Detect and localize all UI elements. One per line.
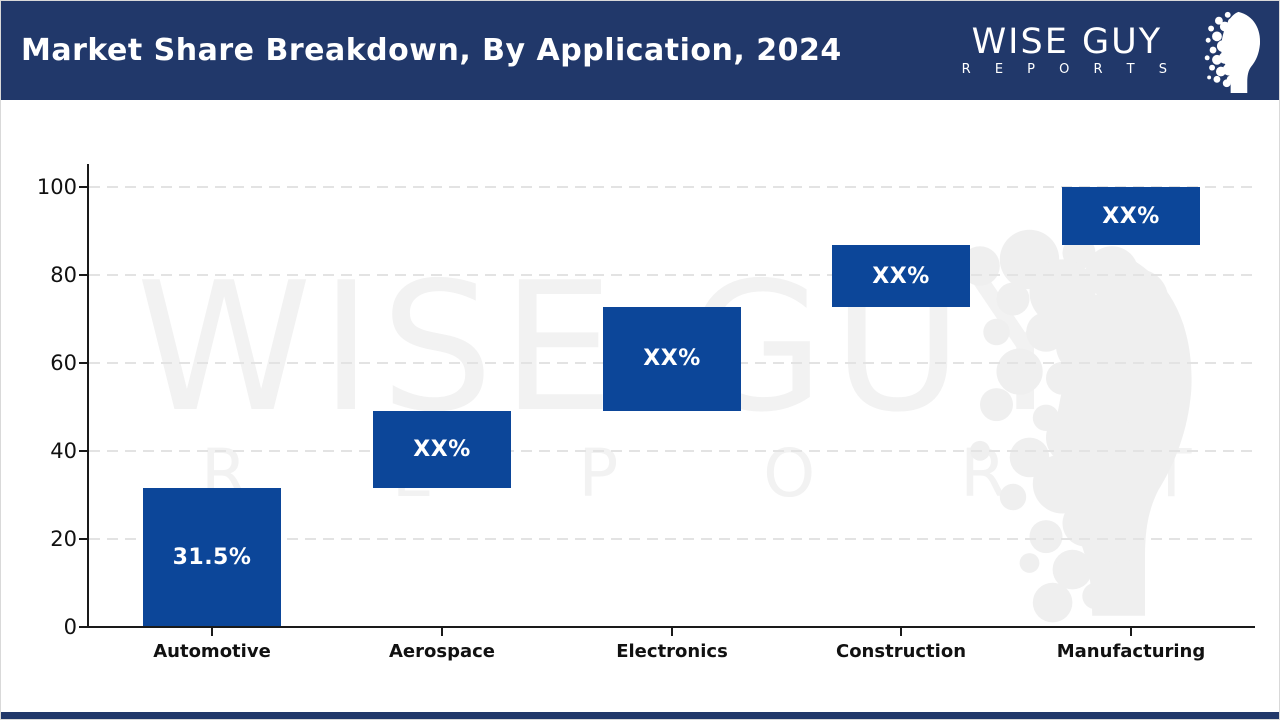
y-axis-line xyxy=(87,164,89,628)
x-tick-mark-automotive xyxy=(211,628,213,636)
footer-bar xyxy=(1,712,1279,719)
gridline-100 xyxy=(89,186,1255,188)
bar-value-label: XX% xyxy=(872,263,930,289)
y-tick-label-20: 20 xyxy=(50,527,77,551)
y-tick-mark-60 xyxy=(79,362,87,364)
wiseguy-face-icon xyxy=(1204,11,1261,93)
x-category-label-automotive: Automotive xyxy=(153,641,271,662)
y-tick-mark-40 xyxy=(79,450,87,452)
y-tick-mark-20 xyxy=(79,538,87,540)
y-tick-mark-0 xyxy=(79,626,87,628)
waterfall-chart: 0 20 40 60 80 100 31.5% XX% XX% XX% XX% Automotive A… xyxy=(1,100,1279,714)
y-tick-mark-80 xyxy=(79,274,87,276)
bar-value-label: XX% xyxy=(1102,203,1160,229)
x-category-label-construction: Construction xyxy=(835,641,967,662)
gridline-20 xyxy=(89,538,1255,540)
x-tick-mark-aerospace xyxy=(441,628,443,636)
bar-value-label: XX% xyxy=(643,346,701,372)
y-tick-label-100: 100 xyxy=(36,175,77,199)
x-tick-mark-manufacturing xyxy=(1130,628,1132,636)
gridline-80 xyxy=(89,274,1255,276)
gridline-40 xyxy=(89,450,1255,452)
bar-electronics: XX% xyxy=(603,307,741,411)
page-title: Market Share Breakdown, By Application, … xyxy=(21,33,842,68)
bar-value-label: XX% xyxy=(413,436,471,462)
bar-manufacturing: XX% xyxy=(1062,187,1200,246)
logo-wordmark: WISE GUY xyxy=(971,22,1163,62)
x-category-label-manufacturing: Manufacturing xyxy=(1056,641,1206,662)
wiseguy-logo: WISE GUY R E P O R T S xyxy=(957,7,1267,95)
header: Market Share Breakdown, By Application, … xyxy=(1,1,1279,100)
x-axis-line xyxy=(87,626,1255,628)
y-tick-label-60: 60 xyxy=(50,351,77,375)
x-category-label-aerospace: Aerospace xyxy=(388,641,495,662)
y-tick-label-40: 40 xyxy=(50,439,77,463)
x-tick-mark-construction xyxy=(900,628,902,636)
y-tick-label-0: 0 xyxy=(63,615,77,639)
y-tick-mark-100 xyxy=(79,186,87,188)
wiseguy-logo-text: WISE GUY R E P O R T S xyxy=(957,24,1177,77)
x-category-label-electronics: Electronics xyxy=(616,641,728,662)
bar-construction: XX% xyxy=(832,245,970,308)
logo-subtitle: R E P O R T S xyxy=(961,62,1177,77)
bar-value-label: 31.5% xyxy=(172,545,252,571)
bar-aerospace: XX% xyxy=(373,410,511,489)
y-tick-label-80: 80 xyxy=(50,263,77,287)
bar-automotive: 31.5% xyxy=(143,488,281,627)
x-tick-mark-electronics xyxy=(671,628,673,636)
